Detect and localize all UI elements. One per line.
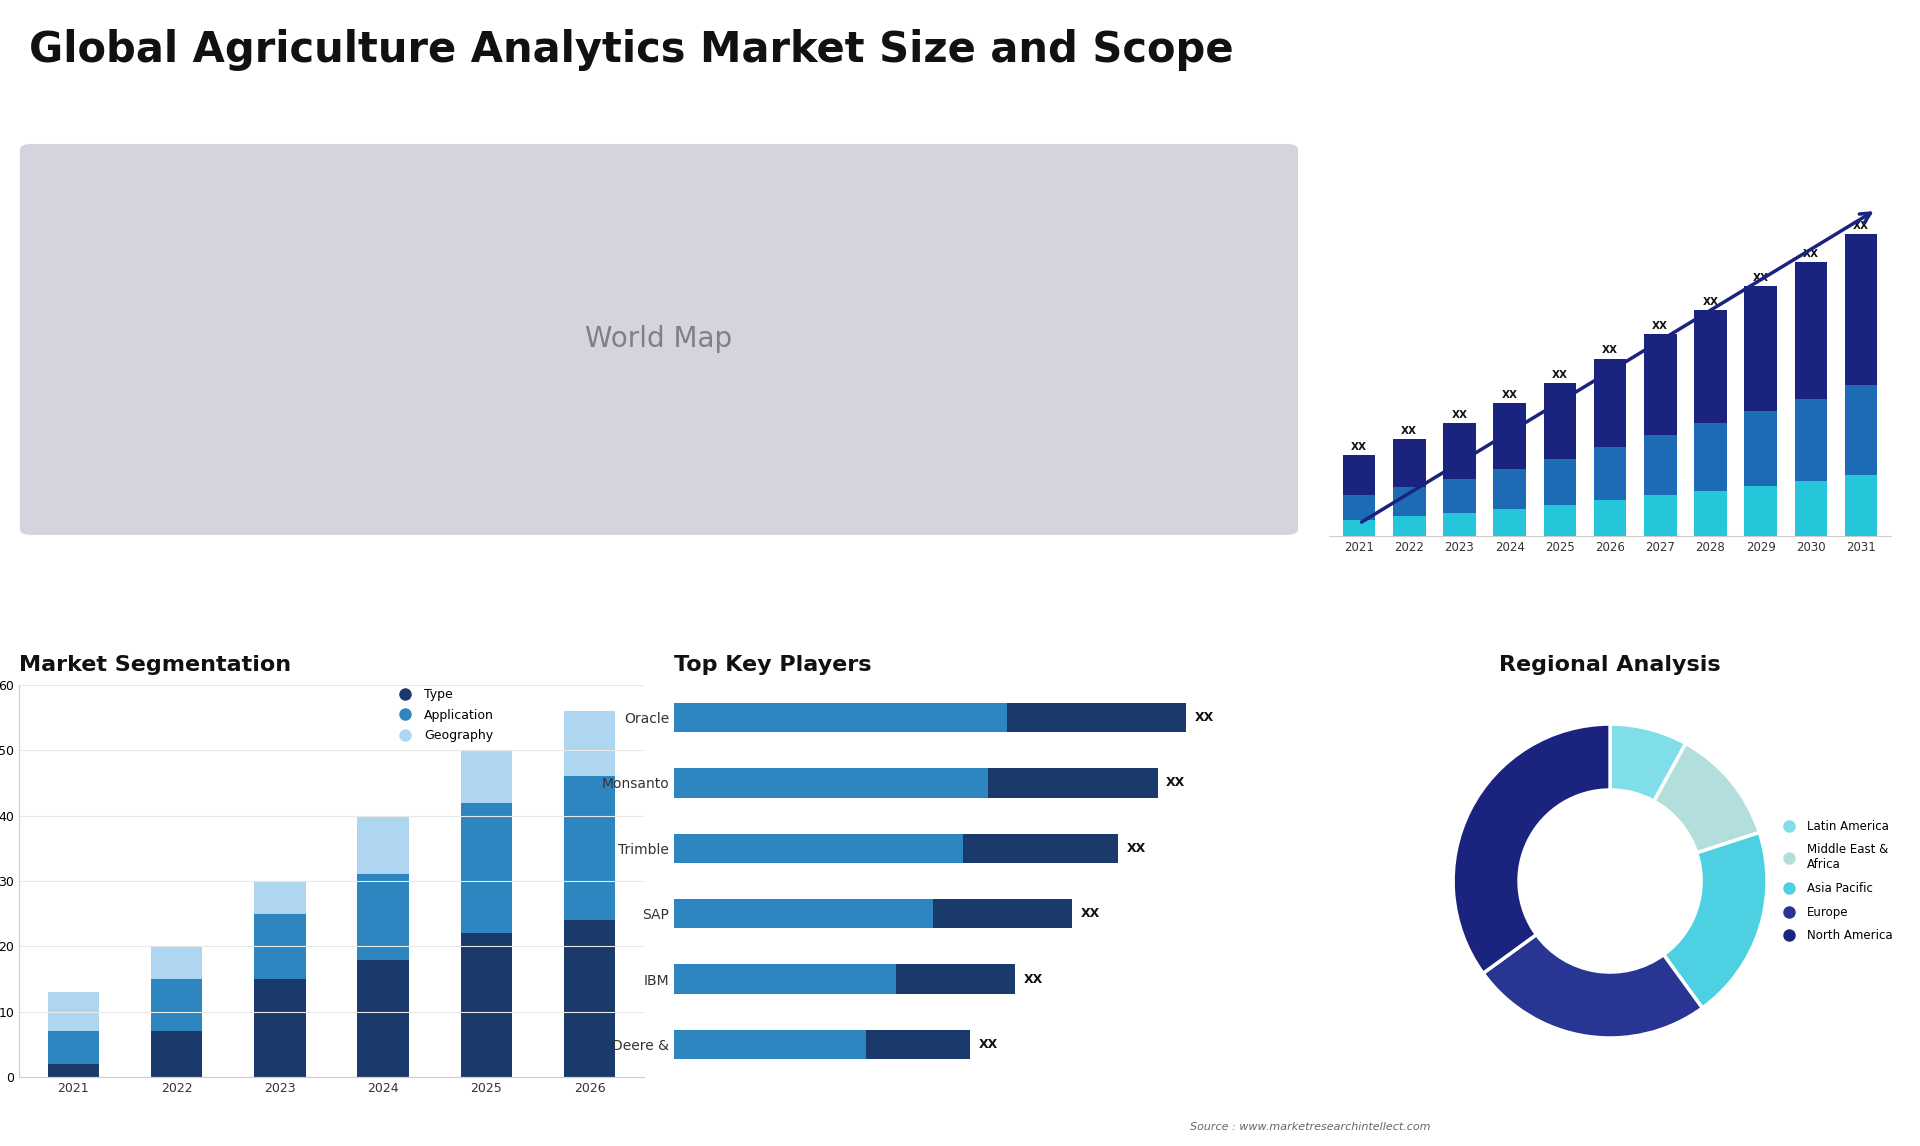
Bar (564, 711, 616, 776)
Text: XX: XX (1653, 321, 1668, 331)
Text: XX: XX (1601, 345, 1619, 355)
Bar (564, 920, 616, 1077)
Bar (1494, 509, 1526, 535)
Text: XX: XX (1501, 390, 1517, 400)
Bar (1394, 487, 1427, 517)
Bar (48, 1031, 100, 1065)
Bar (1444, 423, 1476, 479)
Wedge shape (1611, 724, 1686, 801)
Bar (1795, 481, 1828, 535)
Bar (48, 1065, 100, 1077)
Bar (1594, 447, 1626, 501)
Bar (48, 992, 100, 1031)
Bar (1745, 486, 1778, 535)
Bar (564, 776, 616, 920)
Bar (1845, 385, 1878, 476)
Bar (461, 933, 513, 1077)
Text: XX: XX (1753, 273, 1768, 283)
Bar (1644, 495, 1676, 535)
Text: XX: XX (1853, 220, 1868, 230)
Text: XX: XX (1194, 711, 1213, 724)
Bar (897, 965, 1016, 994)
Text: XX: XX (1165, 776, 1185, 790)
Bar (1693, 490, 1726, 535)
Bar (1594, 501, 1626, 535)
Bar (1745, 411, 1778, 486)
Circle shape (1519, 790, 1701, 972)
Bar (461, 802, 513, 933)
Bar (1006, 702, 1187, 732)
Text: Global Agriculture Analytics Market Size and Scope: Global Agriculture Analytics Market Size… (29, 29, 1233, 71)
Bar (674, 833, 962, 863)
Bar (253, 913, 305, 979)
Bar (152, 979, 202, 1031)
Text: XX: XX (1551, 369, 1569, 379)
Bar (1594, 359, 1626, 447)
Bar (962, 833, 1117, 863)
FancyBboxPatch shape (19, 143, 1298, 535)
Wedge shape (1653, 744, 1759, 853)
Bar (253, 881, 305, 913)
Bar (1544, 505, 1576, 535)
Bar (357, 816, 409, 874)
Bar (1745, 286, 1778, 411)
Bar (989, 768, 1158, 798)
Bar (1342, 455, 1375, 495)
Bar (1544, 460, 1576, 505)
Bar (1644, 435, 1676, 495)
Legend: Latin America, Middle East &
Africa, Asia Pacific, Europe, North America: Latin America, Middle East & Africa, Asi… (1772, 815, 1897, 947)
Bar (674, 965, 897, 994)
Bar (674, 702, 1006, 732)
Bar (1342, 495, 1375, 519)
Bar (1795, 262, 1828, 399)
Title: Regional Analysis: Regional Analysis (1500, 654, 1720, 675)
Bar (253, 979, 305, 1077)
Bar (1644, 335, 1676, 435)
Bar (1444, 513, 1476, 535)
Text: Top Key Players: Top Key Players (674, 654, 872, 675)
Text: XX: XX (1803, 249, 1818, 259)
Text: XX: XX (1703, 297, 1718, 307)
Bar (1342, 519, 1375, 535)
Text: Source : www.marketresearchintellect.com: Source : www.marketresearchintellect.com (1190, 1122, 1430, 1132)
Bar (1845, 476, 1878, 535)
Bar (1544, 383, 1576, 460)
Text: XX: XX (1127, 842, 1146, 855)
Bar (357, 874, 409, 959)
Text: XX: XX (979, 1038, 998, 1051)
Text: XX: XX (1023, 973, 1043, 986)
Bar (1394, 439, 1427, 487)
Text: XX: XX (1452, 410, 1467, 419)
Bar (152, 1031, 202, 1077)
Bar (1444, 479, 1476, 513)
Bar (1394, 517, 1427, 535)
Wedge shape (1453, 724, 1611, 973)
Bar (1693, 423, 1726, 490)
Text: XX: XX (1402, 426, 1417, 435)
Bar (1494, 469, 1526, 509)
Legend: Type, Application, Geography: Type, Application, Geography (388, 683, 499, 747)
Text: XX: XX (1352, 442, 1367, 452)
Bar (674, 898, 933, 928)
Bar (461, 751, 513, 802)
Text: Market Segmentation: Market Segmentation (19, 654, 292, 675)
Text: XX: XX (1081, 908, 1100, 920)
Wedge shape (1482, 934, 1703, 1038)
Bar (357, 959, 409, 1077)
Bar (1845, 234, 1878, 385)
Bar (1494, 403, 1526, 469)
Bar (933, 898, 1073, 928)
Bar (866, 1030, 970, 1059)
Bar (1693, 311, 1726, 423)
Bar (674, 768, 989, 798)
Text: World Map: World Map (586, 325, 733, 353)
Wedge shape (1663, 832, 1766, 1008)
Bar (152, 947, 202, 979)
Bar (1795, 399, 1828, 481)
Bar (674, 1030, 866, 1059)
